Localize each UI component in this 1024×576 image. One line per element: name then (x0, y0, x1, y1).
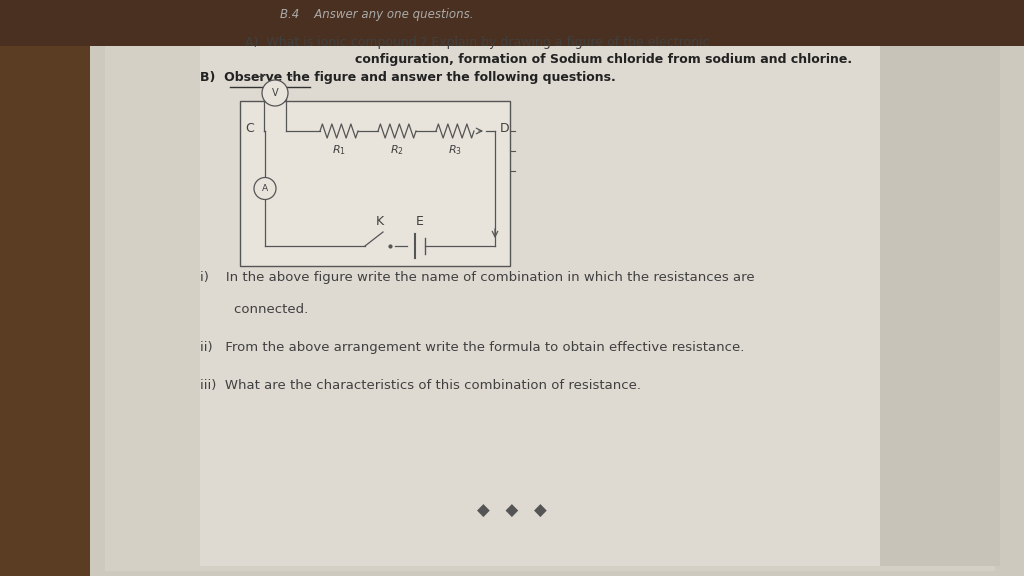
Text: $R_1$: $R_1$ (332, 143, 346, 157)
Text: iii)  What are the characteristics of this combination of resistance.: iii) What are the characteristics of thi… (200, 379, 641, 392)
Text: A)  What is ionic compound ? Explain by drawing a figure of the electronic: A) What is ionic compound ? Explain by d… (245, 36, 710, 49)
Text: configuration, formation of Sodium chloride from sodium and chlorine.: configuration, formation of Sodium chlor… (319, 53, 852, 66)
Text: -: - (290, 73, 293, 81)
Text: ii)   From the above arrangement write the formula to obtain effective resistanc: ii) From the above arrangement write the… (200, 341, 744, 354)
Text: +: + (256, 72, 264, 82)
Text: ◆   ◆   ◆: ◆ ◆ ◆ (477, 502, 547, 520)
Text: connected.: connected. (200, 303, 308, 316)
Bar (0, 0, 1024, 46)
Text: A: A (262, 184, 268, 193)
Bar (880, 10, 1000, 566)
Circle shape (254, 177, 276, 199)
Text: B)  Observe the figure and answer the following questions.: B) Observe the figure and answer the fol… (200, 71, 615, 84)
Text: V: V (271, 88, 279, 98)
Text: $R_3$: $R_3$ (449, 143, 462, 157)
Bar (105, 5, 995, 571)
Text: K: K (376, 215, 384, 228)
Text: E: E (416, 215, 424, 228)
Bar (200, 10, 880, 566)
Text: i)    In the above figure write the name of combination in which the resistances: i) In the above figure write the name of… (200, 271, 755, 284)
Bar (240, 101, 510, 266)
Circle shape (262, 80, 288, 106)
Text: B.4    Answer any one questions.: B.4 Answer any one questions. (280, 8, 473, 21)
Text: D: D (500, 123, 510, 135)
Bar (0, 0, 105, 576)
Text: $R_2$: $R_2$ (390, 143, 403, 157)
Text: C: C (245, 123, 254, 135)
